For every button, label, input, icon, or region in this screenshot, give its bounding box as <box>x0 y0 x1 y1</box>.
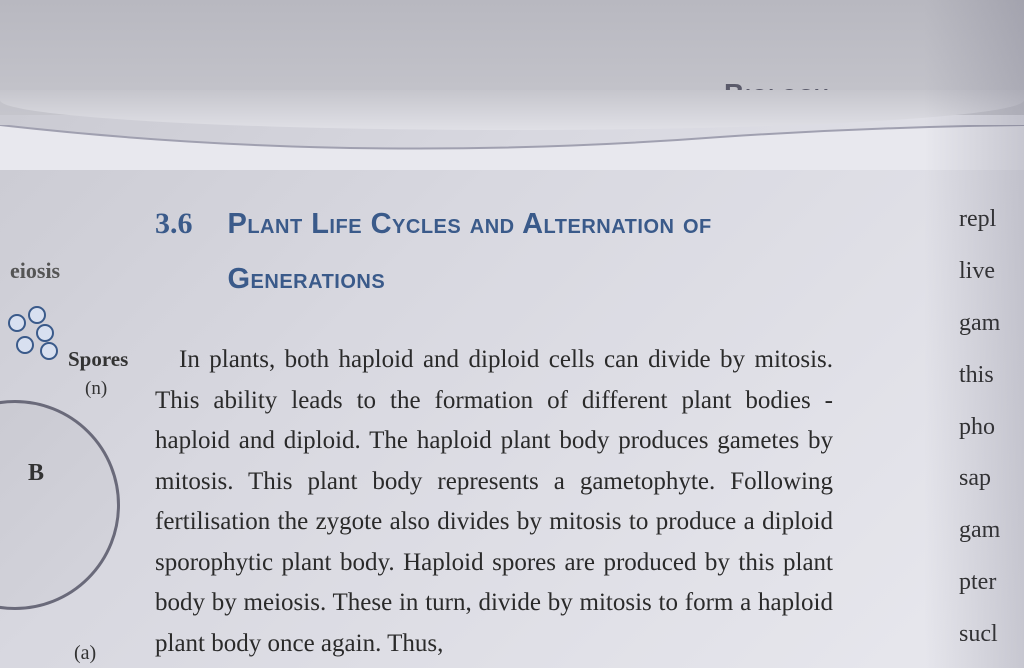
spore-icon <box>16 336 34 354</box>
cut-line: live <box>959 252 1024 291</box>
cut-line: gam <box>959 304 1024 343</box>
cut-line: sap <box>959 459 1024 498</box>
spores-diagram <box>0 300 72 362</box>
margin-label-eiosis: eiosis <box>10 258 60 284</box>
cut-line: gam <box>959 511 1024 550</box>
margin-label-a: (a) <box>74 642 96 665</box>
margin-label-spores: Spores <box>68 347 128 372</box>
spore-icon <box>40 342 58 360</box>
section-title-line2: Generations <box>228 255 712 304</box>
cut-line: repl <box>959 200 1024 239</box>
cut-line: this <box>959 356 1024 395</box>
subject-label: Biology <box>724 78 829 110</box>
spore-icon <box>36 324 54 342</box>
body-paragraph: In plants, both haploid and diploid cell… <box>155 340 833 664</box>
diagram-circle-b <box>0 400 120 610</box>
spore-icon <box>8 314 26 332</box>
body-text-content: In plants, both haploid and diploid cell… <box>155 340 833 664</box>
section-heading: 3.6 Plant Life Cycles and Alternation of… <box>155 200 1024 305</box>
page-top-region: Biology <box>0 0 1024 115</box>
section-number: 3.6 <box>155 207 193 241</box>
section-title-line1: Plant Life Cycles and Alternation of <box>228 208 712 240</box>
content-area: 3.6 Plant Life Cycles and Alternation of… <box>0 115 1024 305</box>
next-page-cut-text: repl live gam this pho sap gam pter sucl <box>959 200 1024 667</box>
spore-icon <box>28 306 46 324</box>
cut-line: pter <box>959 563 1024 602</box>
section-title: Plant Life Cycles and Alternation of Gen… <box>228 200 712 305</box>
margin-label-n: (n) <box>85 378 107 400</box>
margin-label-B: B <box>28 460 44 487</box>
cut-line: sucl <box>959 615 1024 654</box>
cut-line: pho <box>959 408 1024 447</box>
